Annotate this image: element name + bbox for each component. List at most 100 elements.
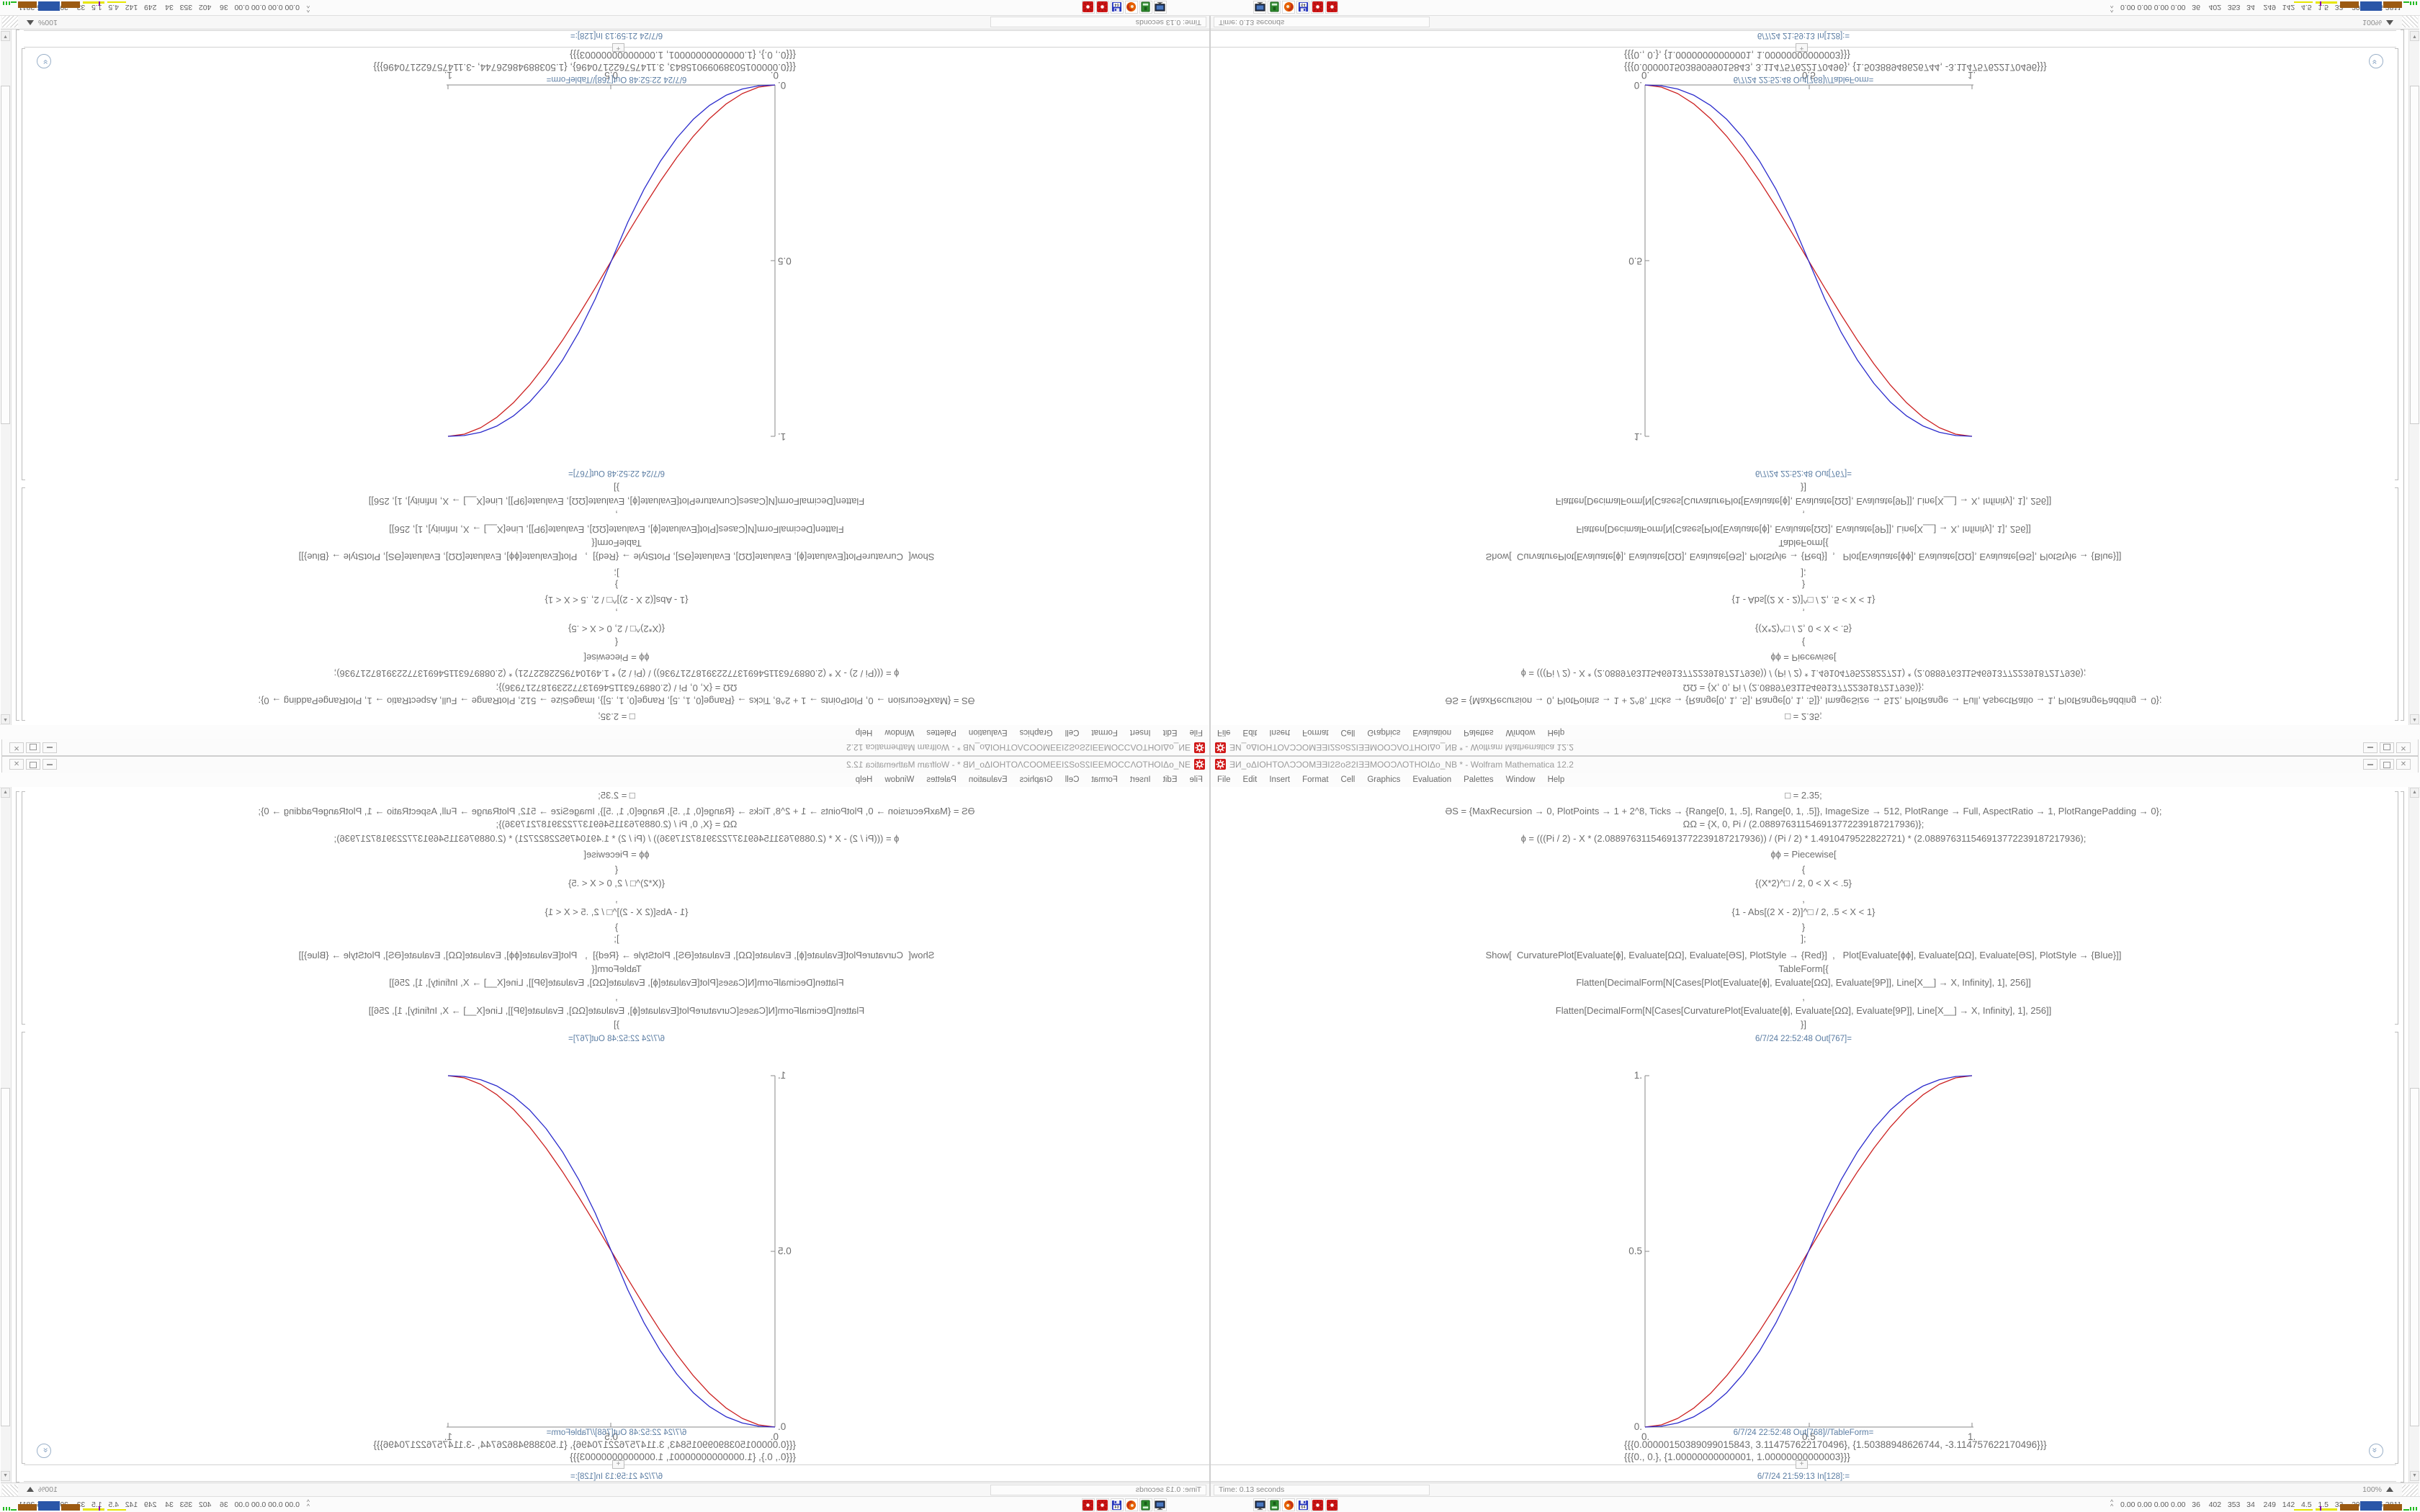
titlebar[interactable]: ƎИ_ᴏΔΙΟΗΤΟΛƆƆΟΜƎƎΙ2ƧᴏƧ2ΙƎƎΜΟΟƆΛΟΤΗΟΙΔᴏ_N… (2, 739, 1209, 755)
maximize-button[interactable] (2380, 759, 2394, 770)
code-line[interactable]: }] (614, 482, 619, 493)
code-line[interactable]: Show[ CurvaturePlot[Evaluate[ɸ], Evaluat… (298, 552, 935, 562)
code-line[interactable]: ΩΩ = {X, 0, Pi / (2.08897631154691377223… (496, 683, 738, 693)
zoom-dropdown-arrow-icon[interactable] (27, 1487, 34, 1492)
menu-help[interactable]: Help (855, 728, 873, 737)
code-line[interactable]: {(X*2)^□ / 2, 0 < X < .5} (568, 624, 665, 634)
vertical-scrollbar[interactable]: ▲ ▼ (2408, 30, 2419, 725)
menu-cell[interactable]: Cell (1065, 775, 1080, 784)
maximize-button[interactable] (26, 759, 40, 770)
menu-graphics[interactable]: Graphics (1367, 775, 1401, 784)
zoom-dropdown-arrow-icon[interactable] (2386, 1487, 2393, 1492)
monitor-icon[interactable] (1154, 1498, 1167, 1511)
code-line[interactable]: {(X*2)^□ / 2, 0 < X < .5} (1755, 878, 1852, 888)
minimize-button[interactable] (42, 742, 57, 753)
code-line[interactable]: □ = 2.35; (598, 711, 635, 722)
code-line[interactable]: ]; (1801, 568, 1806, 579)
code-line[interactable]: } (1801, 580, 1806, 590)
code-line[interactable]: } (614, 580, 619, 590)
code-line[interactable]: }] (614, 1019, 619, 1030)
insert-cell-plus-icon[interactable]: + (1796, 1460, 1808, 1469)
sysmon-chevron-icon[interactable]: ^ ^ (2110, 2, 2114, 14)
assistant-chevron-icon[interactable]: » (2369, 1444, 2383, 1458)
zoom-dropdown-arrow-icon[interactable] (2386, 20, 2393, 25)
output-cell-bracket[interactable] (2395, 48, 2398, 480)
code-line[interactable]: Show[ CurvaturePlot[Evaluate[ɸ], Evaluat… (1485, 552, 2122, 562)
resize-grip[interactable] (2, 1485, 18, 1496)
close-button[interactable]: ✕ (9, 759, 24, 770)
titlebar[interactable]: ƎИ_ᴏΔΙΟΗΤΟΛƆƆΟΜƎƎΙ2ƧᴏƧ2ΙƎƎΜΟΟƆΛΟΤΗΟΙΔᴏ_N… (1211, 739, 2418, 755)
resize-grip[interactable] (2, 16, 18, 27)
mathematica-icon[interactable] (1082, 1, 1095, 14)
menu-evaluation[interactable]: Evaluation (1412, 728, 1452, 737)
scrollbar-down-icon[interactable]: ▼ (2410, 31, 2419, 41)
menu-format[interactable]: Format (1091, 775, 1118, 784)
menu-evaluation[interactable]: Evaluation (968, 728, 1008, 737)
minimize-button[interactable] (42, 759, 57, 770)
output-cell-bracket[interactable] (2395, 1032, 2398, 1464)
code-line[interactable]: { (1801, 637, 1806, 648)
menu-palettes[interactable]: Palettes (1464, 728, 1494, 737)
menu-window[interactable]: Window (884, 728, 915, 737)
menu-insert[interactable]: Insert (1269, 728, 1291, 737)
menu-evaluation[interactable]: Evaluation (968, 775, 1008, 784)
minimize-button[interactable] (2363, 759, 2378, 770)
scrollbar-thumb[interactable] (1, 86, 10, 424)
menu-cell[interactable]: Cell (1340, 728, 1355, 737)
titlebar[interactable]: ƎИ_ᴏΔΙΟΗΤΟΛƆƆΟΜƎƎΙ2ƧᴏƧ2ΙƎƎΜΟΟƆΛΟΤΗΟΙΔᴏ_N… (1211, 757, 2418, 773)
code-line[interactable]: {1 - Abs[(2 X - 2)]^□ / 2, .5 < X < 1} (1731, 906, 1876, 917)
code-line[interactable]: { (614, 864, 619, 875)
titlebar[interactable]: ƎИ_ᴏΔΙΟΗΤΟΛƆƆΟΜƎƎΙ2ƧᴏƧ2ΙƎƎΜΟΟƆΛΟΤΗΟΙΔᴏ_N… (2, 757, 1209, 773)
code-line[interactable]: } (614, 922, 619, 932)
input-cell-bracket[interactable] (2395, 791, 2398, 1025)
menu-palettes[interactable]: Palettes (1464, 775, 1494, 784)
scrollbar-down-icon[interactable]: ▼ (1, 31, 10, 41)
mathematica-icon[interactable] (1082, 1498, 1095, 1511)
code-line[interactable]: , (1802, 510, 1805, 521)
code-line[interactable]: ΩΩ = {X, 0, Pi / (2.08897631154691377223… (1682, 819, 1924, 829)
sysmon-chevron-icon[interactable]: ^ ^ (2110, 1498, 2114, 1510)
floppy-64-icon[interactable]: 64 (1111, 1, 1124, 14)
cell-group-bracket[interactable] (16, 30, 19, 721)
mathematica-icon[interactable] (1325, 1, 1338, 14)
menu-evaluation[interactable]: Evaluation (1412, 775, 1452, 784)
assistant-chevron-icon[interactable]: » (2369, 54, 2383, 68)
scrollbar-thumb[interactable] (1, 1088, 10, 1426)
maximize-button[interactable] (2380, 742, 2394, 753)
code-line[interactable]: Show[ CurvaturePlot[Evaluate[ɸ], Evaluat… (1485, 950, 2122, 960)
output-cell-bracket[interactable] (22, 1032, 25, 1464)
code-line[interactable]: , (1802, 991, 1805, 1002)
code-line[interactable]: □ = 2.35; (1785, 790, 1822, 801)
sysmon-chevron-icon[interactable]: ^ ^ (306, 1498, 310, 1510)
notebook-content[interactable]: □ = 2.35; ƏS = {MaxRecursion → 0, PlotPo… (1211, 30, 2419, 725)
menu-graphics[interactable]: Graphics (1019, 728, 1053, 737)
menu-window[interactable]: Window (1505, 775, 1536, 784)
menu-file[interactable]: File (1217, 775, 1231, 784)
vertical-scrollbar[interactable]: ▲ ▼ (1, 30, 12, 725)
code-line[interactable]: TableForm[{ (1778, 963, 1829, 974)
code-line[interactable]: ɸ = (((Pi / 2) - X * (2.0889763115469137… (333, 833, 900, 844)
scrollbar-down-icon[interactable]: ▼ (2410, 1471, 2419, 1481)
assistant-chevron-icon[interactable]: » (37, 1444, 51, 1458)
code-line[interactable]: { (614, 637, 619, 648)
code-line[interactable]: □ = 2.35; (1785, 711, 1822, 722)
code-line[interactable]: Flatten[DecimalForm[N[Cases[Plot[Evaluat… (1576, 977, 2031, 988)
menu-graphics[interactable]: Graphics (1019, 775, 1053, 784)
package-icon[interactable] (1139, 1, 1152, 14)
code-line[interactable]: ƏS = {MaxRecursion → 0, PlotPoints → 1 +… (1445, 806, 2162, 816)
input-cell-bracket[interactable] (22, 487, 25, 721)
menu-file[interactable]: File (1217, 728, 1231, 737)
zoom-dropdown-arrow-icon[interactable] (27, 20, 34, 25)
scrollbar-up-icon[interactable]: ▲ (1, 788, 10, 798)
code-line[interactable]: ɸɸ = Piecewise[ (1770, 652, 1837, 663)
menu-edit[interactable]: Edit (1242, 728, 1258, 737)
insert-cell-plus-icon[interactable]: + (1796, 43, 1808, 52)
monitor-icon[interactable] (1253, 1498, 1266, 1511)
code-line[interactable]: ɸ = (((Pi / 2) - X * (2.0889763115469137… (1520, 668, 2087, 679)
code-line[interactable]: ɸ = (((Pi / 2) - X * (2.0889763115469137… (333, 668, 900, 679)
menu-window[interactable]: Window (1505, 728, 1536, 737)
sysmon-chevron-icon[interactable]: ^ ^ (306, 2, 310, 14)
menu-palettes[interactable]: Palettes (926, 775, 956, 784)
mathematica-icon[interactable] (1311, 1, 1324, 14)
package-icon[interactable] (1268, 1, 1281, 14)
